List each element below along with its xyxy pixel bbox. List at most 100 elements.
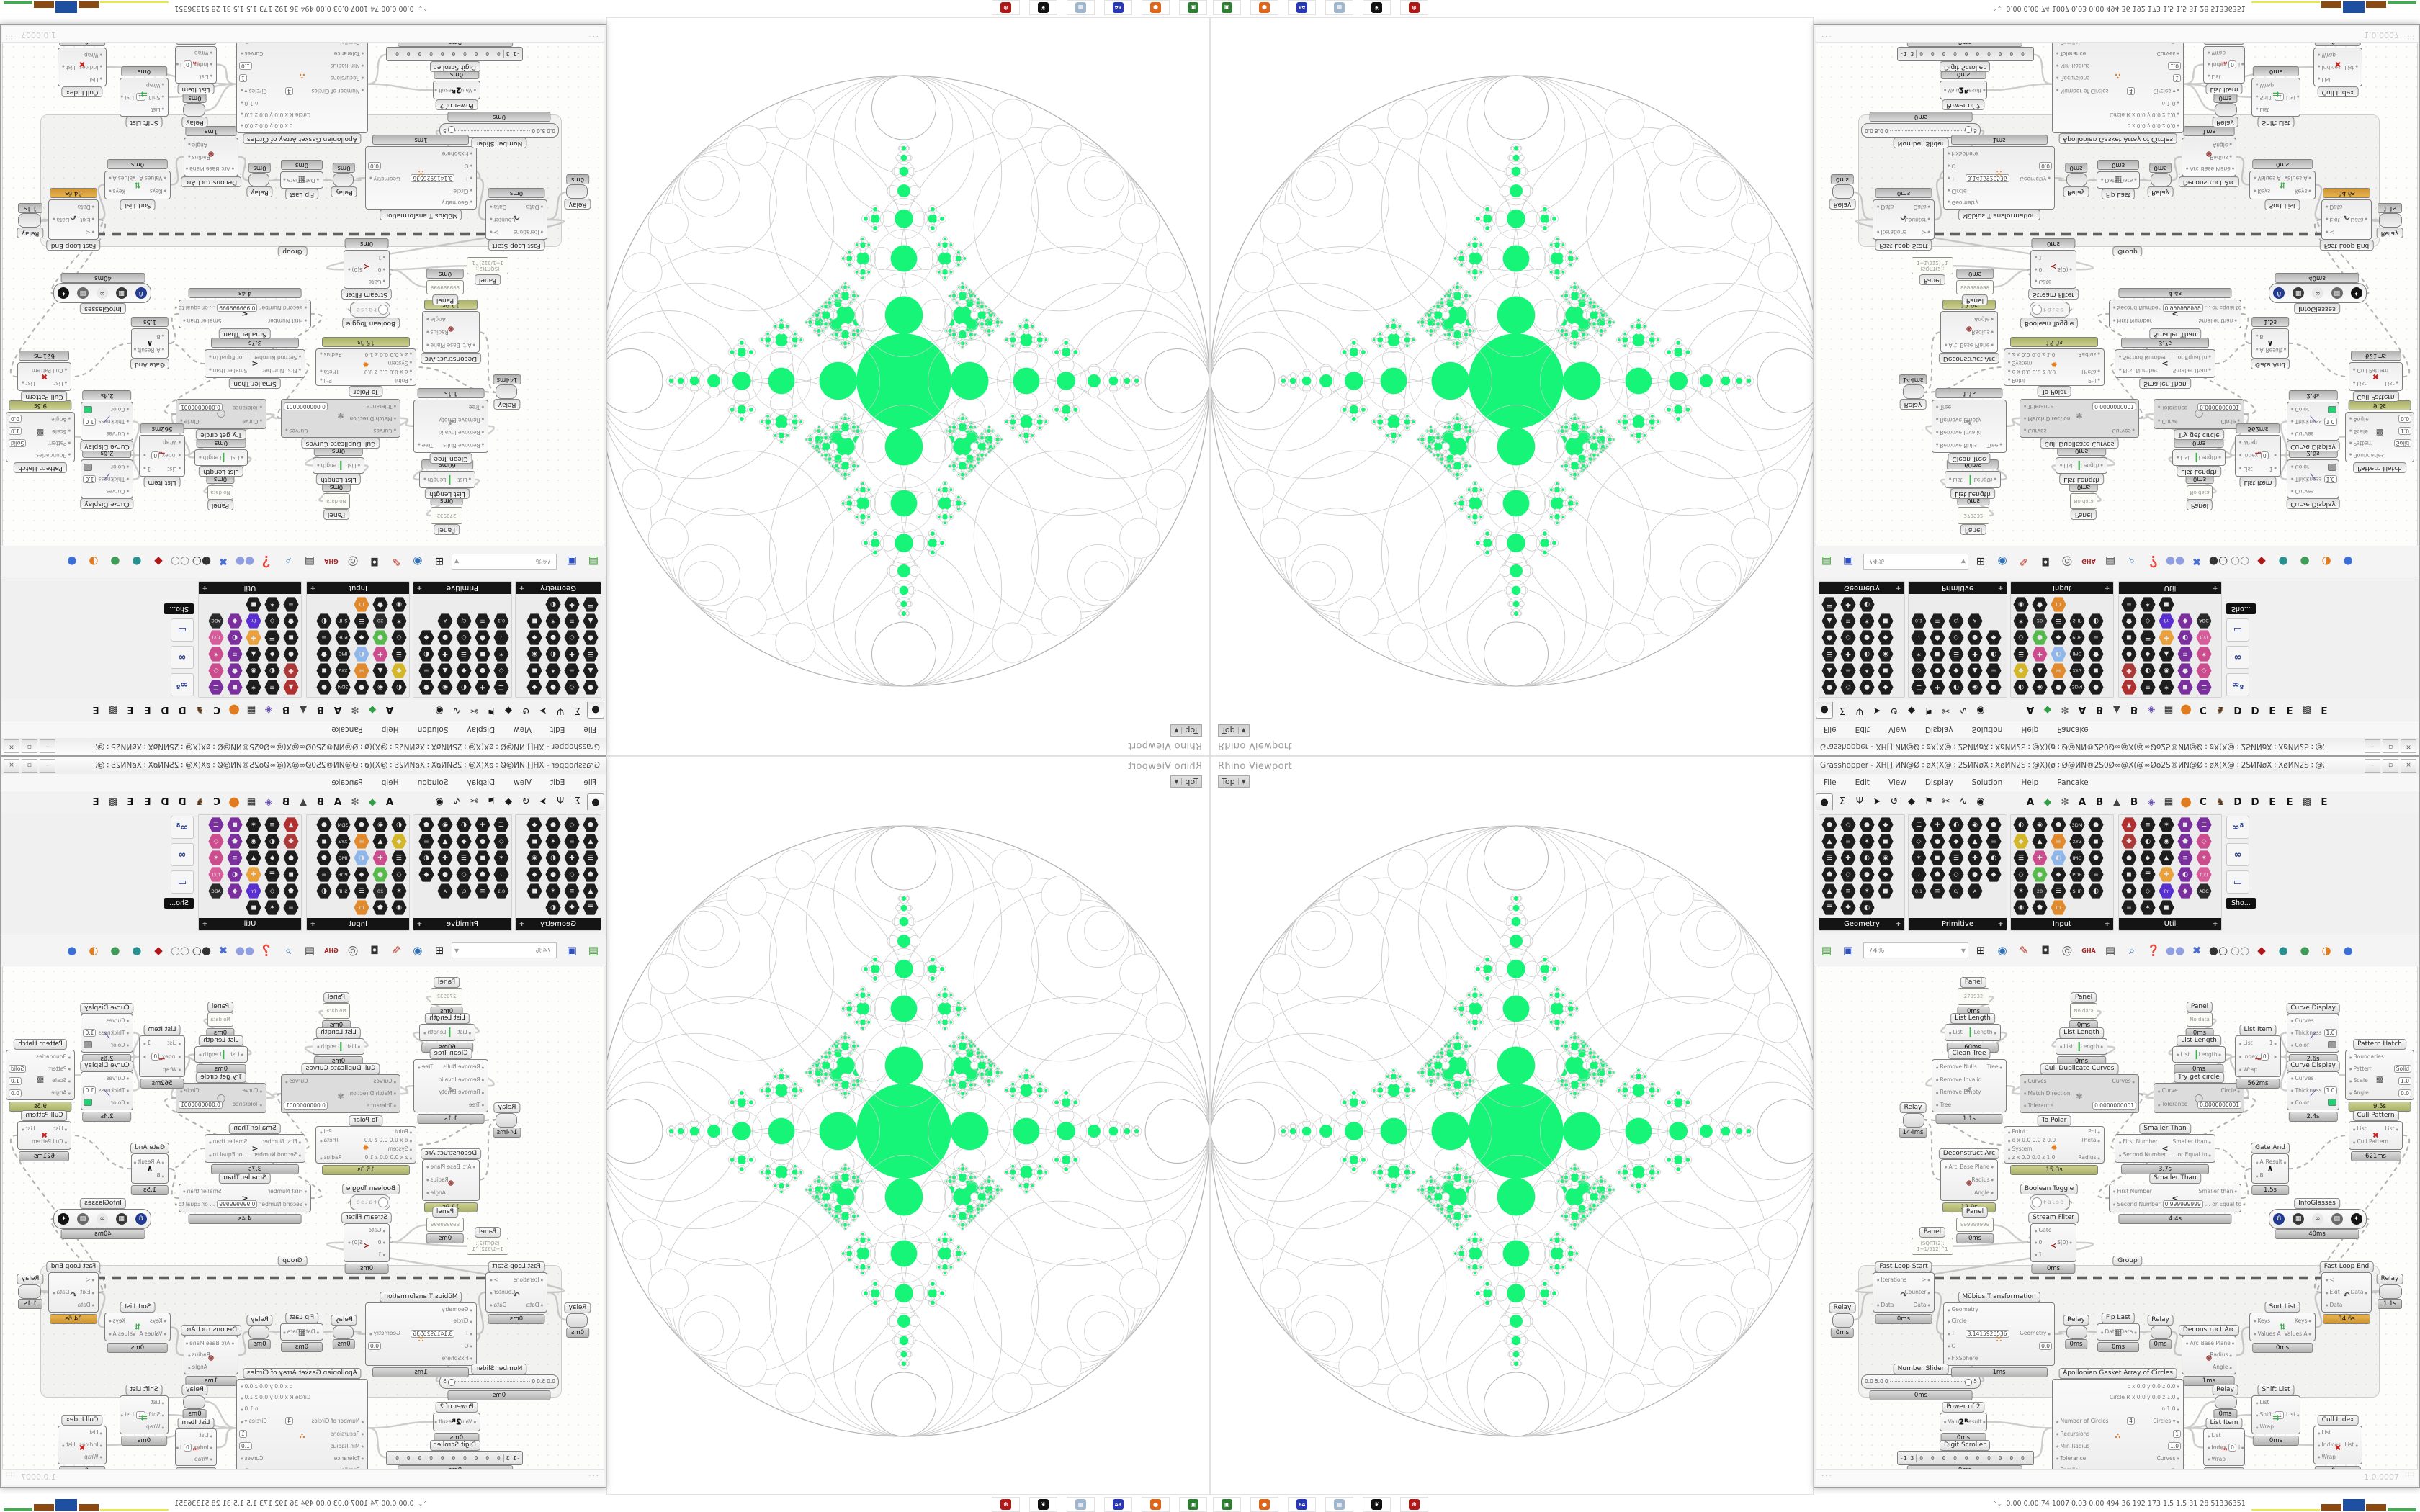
component-icon[interactable]: ▲ (2159, 647, 2174, 662)
floppy-64-icon[interactable]: 64 (1288, 1497, 1316, 1512)
component-icon[interactable]: ≡ (227, 647, 243, 662)
sphere-teal-icon[interactable]: ● (132, 944, 142, 957)
component-icon[interactable]: ▲ (583, 834, 599, 849)
component-icon[interactable]: ☰ (354, 883, 369, 899)
gh-component-p999[interactable]: 999999999 (426, 1218, 464, 1233)
component-icon[interactable]: ⬟ (1986, 817, 2002, 832)
resize-grip[interactable]: ∷∷ (2405, 33, 2415, 40)
plugin-tab-0[interactable]: A (385, 704, 394, 716)
slider-box[interactable]: 0 (1884, 1378, 1888, 1385)
value-box[interactable]: 1.0 (2168, 1442, 2181, 1451)
plugin-tab-16[interactable]: ▩ (108, 796, 118, 808)
category-tab-icon-3[interactable]: ➤ (539, 705, 547, 716)
value-box[interactable]: 0.0000000001 (179, 403, 223, 412)
gh-component-rA[interactable] (2215, 1395, 2237, 1410)
component-icon[interactable]: ● (372, 630, 388, 645)
toggle-knob[interactable] (2032, 1197, 2042, 1207)
gh-component-psq[interactable]: (SQRT(2): 1+1/512)^1 (1912, 1237, 1953, 1255)
plugin-tab-7[interactable]: ◈ (264, 704, 273, 716)
component-icon[interactable]: ● (437, 867, 453, 882)
component-icon[interactable]: 3DM (335, 680, 351, 695)
cards-icon[interactable]: ❆ (992, 1497, 1020, 1512)
gh-component-tp[interactable]: PointPhio x 0.0 0.0 z 0.0ThetaSystemz x … (315, 348, 416, 386)
component-icon[interactable]: ◆ (391, 834, 407, 849)
component-icon[interactable]: ⬟ (583, 817, 599, 832)
gh-component-r2[interactable] (2066, 1325, 2087, 1339)
component-icon[interactable]: ≡ (1840, 663, 1856, 678)
menu-solution[interactable]: Solution (417, 778, 449, 787)
component-icon[interactable]: ✶ (2140, 597, 2156, 612)
component-icon[interactable]: ✚ (2159, 867, 2174, 882)
component-icon[interactable]: 7 (493, 867, 509, 882)
ribbons-icon[interactable]: ✖ (2192, 555, 2202, 568)
plugin-tab-15[interactable]: E (2286, 796, 2293, 808)
component-icon[interactable]: ◐ (264, 834, 280, 849)
value-box[interactable]: 0.0000000001 (2092, 402, 2136, 411)
component-icon[interactable]: ◼ (2159, 597, 2174, 612)
calculator-icon[interactable]: ▦ (1325, 0, 1353, 15)
infoglasses-icon-1[interactable]: ▦ (115, 287, 127, 300)
component-icon[interactable]: 7 (493, 630, 509, 645)
gh-component-ig[interactable]: 8 ▦ ∞ ▤ ✦ (2269, 1208, 2367, 1229)
value-box[interactable]: 1 (2173, 74, 2181, 83)
mail-at-icon[interactable]: @ (2061, 555, 2073, 568)
component-icon[interactable]: ◉ (372, 680, 388, 695)
floppy-64-icon[interactable]: 64 (1288, 0, 1316, 15)
gh-component-r3[interactable] (2151, 173, 2172, 187)
value-box[interactable]: 0.0 (2039, 161, 2052, 170)
infoglasses-icon-4[interactable]: ✦ (58, 287, 70, 300)
category-tab-icon-4[interactable]: ↺ (1890, 796, 1899, 807)
plugin-tab-11[interactable]: ♞ (2215, 796, 2226, 808)
component-icon[interactable]: ◇ (1840, 680, 1856, 695)
gh-component-li562[interactable]: List−1Index0iWrap⭲ (139, 1035, 185, 1078)
value-box[interactable]: 0.0000000001 (284, 1101, 328, 1110)
component-icon[interactable]: ◇ (456, 867, 472, 882)
gh-component-r3[interactable] (248, 1325, 269, 1339)
component-icon[interactable]: ◼ (526, 613, 542, 629)
gh-component-cui[interactable]: ListIndicesListWrap✖ (58, 1425, 107, 1464)
digit-sign[interactable]: -1 3 (1898, 1454, 1917, 1462)
value-box[interactable]: Solid (2393, 1064, 2411, 1073)
category-tab-icon-5[interactable]: ◆ (505, 796, 512, 807)
component-icon[interactable]: ◇ (208, 834, 224, 849)
component-icon[interactable]: ◐ (545, 850, 561, 865)
zoom-extents-icon[interactable]: ⊞ (1976, 944, 1986, 957)
component-icon[interactable]: ● (1859, 867, 1875, 882)
gh-component-li0[interactable]: ListIndex0iWrap⭲ (175, 45, 217, 84)
value-box[interactable]: 1.0 (83, 475, 97, 484)
gh-component-mob[interactable]: GeometryCircleT3.1415926536GeometryO0.0F… (1943, 146, 2055, 210)
component-icon[interactable]: ☰ (1948, 647, 1964, 662)
component-icon[interactable]: ◇ (2140, 613, 2156, 629)
component-icon[interactable]: ◼ (1878, 663, 1894, 678)
zoom-extents-icon[interactable]: ⊞ (434, 555, 444, 568)
component-icon[interactable]: ◆ (526, 680, 542, 695)
component-icon[interactable]: ⬟ (418, 817, 434, 832)
plugin-tab-7[interactable]: ◈ (2147, 796, 2156, 808)
component-icon[interactable]: ⬟ (372, 900, 388, 915)
plugin-tab-15[interactable]: E (127, 796, 134, 808)
cluster-light-icon[interactable]: ○○ (170, 555, 190, 568)
component-icon[interactable]: ⬟ (227, 834, 243, 849)
component-icon[interactable]: ≡ (316, 630, 332, 645)
preview-eye-icon[interactable]: ◉ (1997, 944, 2007, 957)
component-icon[interactable]: ◐ (2088, 613, 2104, 629)
component-icon[interactable]: ◇ (456, 630, 472, 645)
digit-sign[interactable]: -1 3 (1898, 50, 1917, 58)
value-box[interactable]: 4 (2127, 86, 2135, 95)
plugin-tab-9[interactable]: ⬤ (228, 796, 240, 808)
component-icon[interactable]: ✚ (1930, 817, 1945, 832)
sphere-teal-icon[interactable]: ● (2278, 944, 2288, 957)
component-icon[interactable]: ≡ (475, 613, 490, 629)
palette-label[interactable]: Util ✚ (199, 918, 301, 930)
component-icon[interactable]: ⬟ (283, 883, 299, 899)
component-icon[interactable]: ABC (208, 883, 224, 899)
finder-icon[interactable]: ⌕ (284, 555, 292, 568)
gh-component-cd24[interactable]: CurvesThickness1.0Color⟋ (2287, 1071, 2339, 1110)
component-icon[interactable]: ☰ (264, 630, 280, 645)
value-box[interactable]: 0.0 (368, 1342, 381, 1351)
